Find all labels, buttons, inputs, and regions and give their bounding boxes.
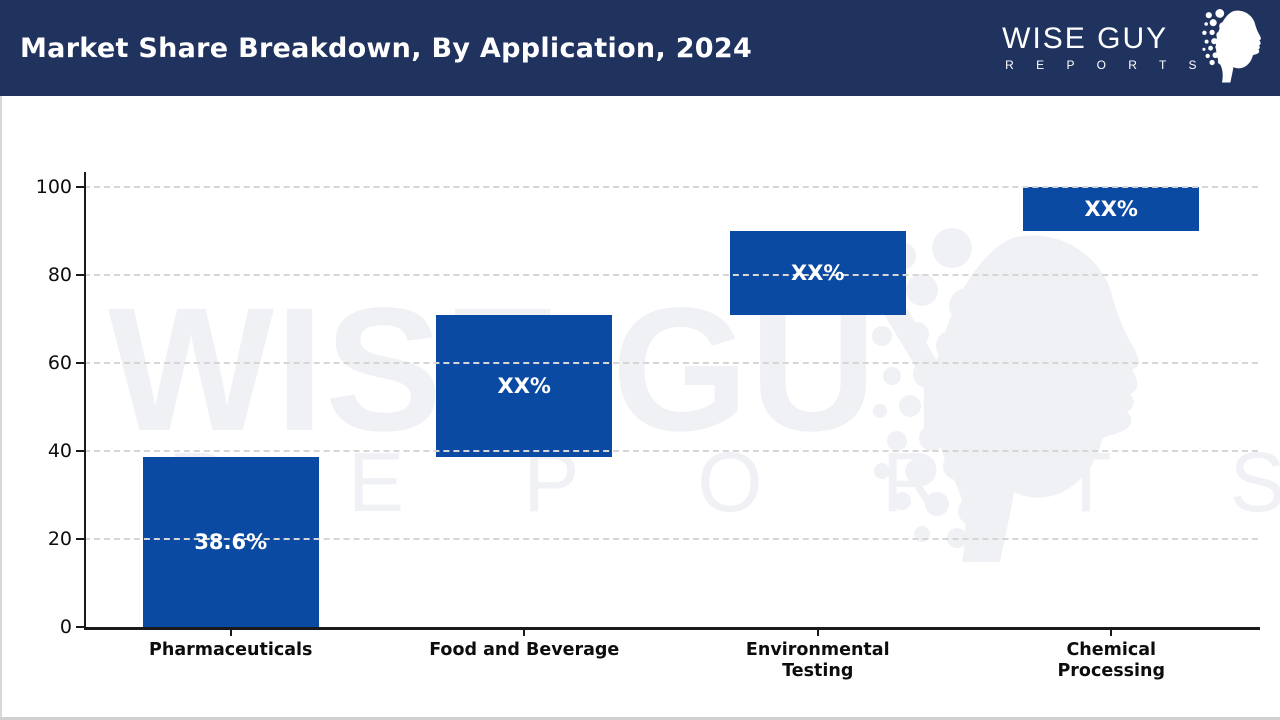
page-title: Market Share Breakdown, By Application, … xyxy=(20,32,753,64)
x-tick-label: Chemical Processing xyxy=(1057,640,1166,681)
y-tick-mark xyxy=(76,274,84,276)
wiseguy-head-icon xyxy=(1200,8,1266,88)
y-tick-label: 100 xyxy=(35,176,72,198)
brand-subname: R E P O R T S xyxy=(1005,58,1206,72)
x-tick-mark xyxy=(523,627,526,636)
frame-left-edge xyxy=(0,96,2,720)
y-tick-label: 40 xyxy=(47,440,72,462)
gridline xyxy=(84,362,1258,364)
x-tick-label: Pharmaceuticals xyxy=(149,640,313,660)
x-axis-line xyxy=(84,627,1260,630)
y-tick-label: 60 xyxy=(47,352,72,374)
y-tick-mark xyxy=(76,538,84,540)
bar-value-label: XX% xyxy=(1084,197,1138,221)
header: Market Share Breakdown, By Application, … xyxy=(0,0,1280,96)
x-tick-mark xyxy=(1110,627,1113,636)
bar-value-label: XX% xyxy=(497,373,551,398)
x-tick-label: Environmental Testing xyxy=(745,640,890,681)
y-tick-label: 20 xyxy=(47,528,72,550)
frame-bottom-edge xyxy=(0,717,1280,720)
bar-environmental-testing xyxy=(729,231,906,315)
brand-logo: WISE GUY R E P O R T S xyxy=(1002,6,1266,90)
x-tick-mark xyxy=(816,627,819,636)
gridline xyxy=(84,274,1258,276)
gridline xyxy=(84,538,1258,540)
bar-value-label: XX% xyxy=(791,260,845,285)
bar-value-label: 38.6% xyxy=(194,530,268,555)
y-axis-line xyxy=(84,172,86,629)
brand-name: WISE GUY xyxy=(1002,22,1169,55)
y-tick-mark xyxy=(76,626,84,628)
brand-logo-text: WISE GUY R E P O R T S xyxy=(1002,22,1206,73)
bar-chemical-processing xyxy=(1023,187,1200,231)
y-tick-mark xyxy=(76,186,84,188)
x-tick-label: Food and Beverage xyxy=(429,640,620,660)
bar-pharmaceuticals xyxy=(142,457,319,627)
y-tick-label: 80 xyxy=(47,264,72,286)
y-tick-mark xyxy=(76,362,84,364)
gridline xyxy=(84,450,1258,452)
y-tick-mark xyxy=(76,450,84,452)
y-tick-label: 0 xyxy=(59,616,72,638)
watermark-head-icon xyxy=(862,226,1162,570)
gridline xyxy=(84,186,1258,188)
x-tick-mark xyxy=(229,627,232,636)
bar-food-and-beverage xyxy=(436,314,613,458)
